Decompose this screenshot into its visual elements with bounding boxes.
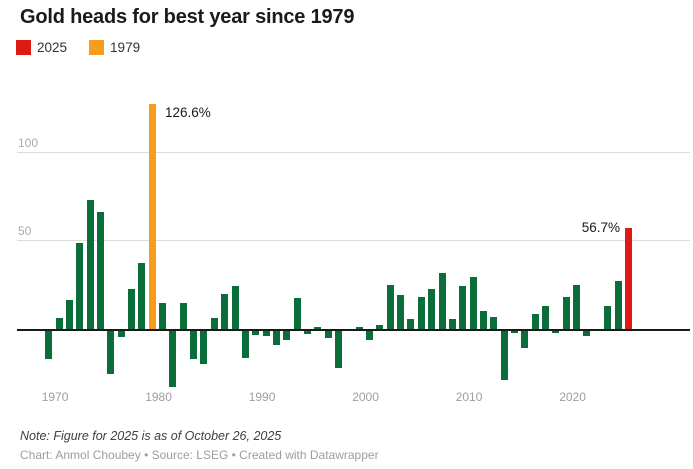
bar-2010[interactable] <box>469 276 477 329</box>
legend-item-2025: 2025 <box>16 40 67 55</box>
x-axis-label-1980: 1980 <box>145 390 172 404</box>
gridline-50 <box>17 240 690 242</box>
bar-1972[interactable] <box>76 242 84 329</box>
bar-2007[interactable] <box>438 273 446 329</box>
bar-2004[interactable] <box>407 319 415 329</box>
bar-1993[interactable] <box>293 297 301 329</box>
bar-2013[interactable] <box>500 330 508 380</box>
bar-2024[interactable] <box>614 280 622 329</box>
bar-1992[interactable] <box>283 330 291 341</box>
annotation-2025-value: 56.7% <box>581 220 620 235</box>
bar-1990[interactable] <box>262 330 270 336</box>
x-axis-label-1990: 1990 <box>248 390 276 404</box>
bar-2017[interactable] <box>542 305 549 329</box>
legend-label-1979: 1979 <box>110 40 141 55</box>
bar-2021[interactable] <box>583 330 591 337</box>
bar-1973[interactable] <box>86 199 94 329</box>
x-axis-label-1970: 1970 <box>41 390 69 404</box>
bar-1980[interactable] <box>159 302 167 329</box>
bar-1991[interactable] <box>272 330 280 346</box>
bar-2012[interactable] <box>490 316 498 329</box>
annotation-1979-value: 126.6% <box>165 105 211 120</box>
bar-1985[interactable] <box>210 318 218 329</box>
bar-1970[interactable] <box>55 317 63 329</box>
y-axis-label-100: 100 <box>18 135 39 150</box>
credit-line: Chart: Anmol Choubey • Source: LSEG • Cr… <box>20 448 379 462</box>
bar-1971[interactable] <box>65 299 73 329</box>
bar-1974[interactable] <box>97 211 104 329</box>
x-axis-label-2000: 2000 <box>352 390 379 404</box>
y-axis-label-50: 50 <box>18 224 32 239</box>
legend-swatch-2025-icon <box>16 40 31 55</box>
bar-2011[interactable] <box>479 310 487 329</box>
bar-1979[interactable] <box>148 104 156 329</box>
bar-2009[interactable] <box>459 285 467 329</box>
x-axis-label-2020: 2020 <box>559 390 586 404</box>
bar-2002[interactable] <box>386 285 394 329</box>
bar-1978[interactable] <box>138 263 146 329</box>
bar-2014[interactable] <box>511 330 518 333</box>
bar-2020[interactable] <box>573 284 581 329</box>
bar-1999[interactable] <box>355 327 363 329</box>
bar-1977[interactable] <box>128 288 135 329</box>
bar-1975[interactable] <box>107 330 115 374</box>
bar-2019[interactable] <box>562 296 570 329</box>
footnote: Note: Figure for 2025 is as of October 2… <box>20 429 282 443</box>
bar-2000[interactable] <box>366 330 373 340</box>
bar-1986[interactable] <box>221 294 229 329</box>
bar-2023[interactable] <box>604 305 612 329</box>
bar-1995[interactable] <box>314 327 322 329</box>
chart-title: Gold heads for best year since 1979 <box>20 6 355 28</box>
bar-2001[interactable] <box>376 324 384 329</box>
bar-1994[interactable] <box>303 330 311 334</box>
bar-1976[interactable] <box>117 330 125 338</box>
legend-label-2025: 2025 <box>37 40 68 55</box>
legend: 2025 1979 <box>16 40 140 55</box>
bar-1969[interactable] <box>45 330 53 359</box>
bar-1997[interactable] <box>335 330 342 368</box>
zero-baseline <box>17 329 690 331</box>
bar-2015[interactable] <box>521 330 529 349</box>
bar-1998[interactable] <box>345 330 353 332</box>
bar-2018[interactable] <box>552 330 560 333</box>
bar-1981[interactable] <box>169 330 177 387</box>
legend-swatch-1979-icon <box>89 40 105 55</box>
bar-1982[interactable] <box>179 302 187 329</box>
bar-2005[interactable] <box>417 296 425 329</box>
bar-1988[interactable] <box>241 330 249 358</box>
bar-2006[interactable] <box>428 288 436 329</box>
bar-2003[interactable] <box>397 294 405 329</box>
bar-1987[interactable] <box>231 285 239 329</box>
legend-item-1979: 1979 <box>89 40 140 55</box>
bar-1989[interactable] <box>252 330 260 335</box>
x-axis-label-2010: 2010 <box>455 390 483 404</box>
bar-1996[interactable] <box>324 330 332 339</box>
bar-2016[interactable] <box>531 313 539 329</box>
bar-1984[interactable] <box>200 330 208 364</box>
bar-2025[interactable] <box>624 228 632 329</box>
bar-2008[interactable] <box>448 318 456 329</box>
gridline-100 <box>17 151 690 153</box>
bar-1983[interactable] <box>190 330 198 359</box>
